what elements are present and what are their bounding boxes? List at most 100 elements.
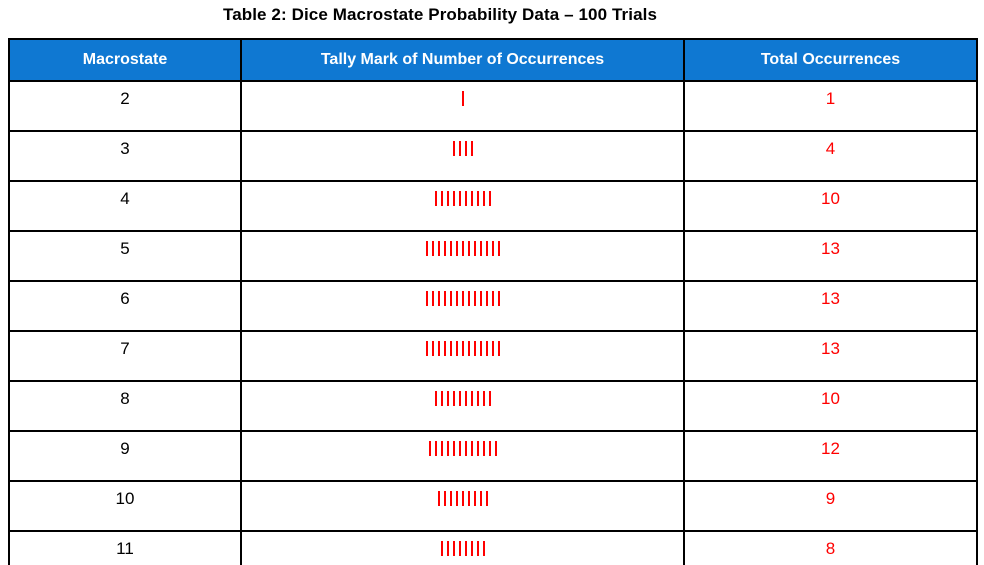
tally-mark-icon [437,341,440,356]
tally-mark-icon [437,241,440,256]
total-occurrences-value: 12 [683,430,978,482]
macrostate-value: 8 [8,380,242,432]
header-total: Total Occurrences [683,38,978,82]
table-row: 10 9 [8,480,978,532]
tally-mark-icon [440,441,443,456]
tally-marks [425,291,500,306]
tally-mark-icon [449,291,452,306]
tally-mark-icon [491,341,494,356]
tally-cell [240,330,685,382]
total-occurrences-value: 13 [683,330,978,382]
macrostate-value: 10 [8,480,242,532]
tally-mark-icon [488,391,491,406]
table-row: 4 10 [8,180,978,232]
tally-mark-icon [452,391,455,406]
macrostate-value: 11 [8,530,242,565]
table-body: 2134410513613713810912109118127 [8,80,978,565]
tally-mark-icon [470,141,473,156]
total-occurrences-value: 13 [683,230,978,282]
tally-mark-icon [431,241,434,256]
tally-mark-icon [431,291,434,306]
table-row: 7 13 [8,330,978,382]
tally-mark-icon [452,441,455,456]
tally-mark-icon [494,441,497,456]
header-macrostate: Macrostate [8,38,242,82]
tally-mark-icon [464,541,467,556]
tally-mark-icon [467,241,470,256]
tally-marks [461,91,464,106]
tally-marks [425,341,500,356]
header-tally: Tally Mark of Number of Occurrences [240,38,685,82]
tally-mark-icon [443,341,446,356]
tally-mark-icon [476,391,479,406]
tally-cell [240,130,685,182]
macrostate-value: 3 [8,130,242,182]
total-occurrences-value: 10 [683,380,978,432]
tally-mark-icon [470,391,473,406]
tally-mark-icon [455,341,458,356]
tally-mark-icon [479,291,482,306]
tally-mark-icon [497,341,500,356]
tally-cell [240,80,685,132]
tally-mark-icon [455,241,458,256]
tally-cell [240,380,685,432]
tally-mark-icon [458,191,461,206]
tally-mark-icon [479,491,482,506]
tally-marks [437,491,488,506]
tally-mark-icon [461,91,464,106]
tally-mark-icon [446,391,449,406]
tally-mark-icon [425,341,428,356]
tally-mark-icon [455,291,458,306]
tally-mark-icon [443,291,446,306]
tally-mark-icon [467,291,470,306]
tally-marks [425,241,500,256]
tally-mark-icon [455,491,458,506]
tally-mark-icon [491,291,494,306]
tally-mark-icon [434,391,437,406]
tally-cell [240,230,685,282]
tally-mark-icon [458,541,461,556]
tally-mark-icon [437,491,440,506]
tally-mark-icon [464,391,467,406]
tally-mark-icon [431,341,434,356]
tally-mark-icon [458,141,461,156]
tally-mark-icon [470,191,473,206]
tally-mark-icon [458,391,461,406]
tally-mark-icon [497,291,500,306]
tally-marks [452,141,473,156]
tally-cell [240,180,685,232]
tally-cell [240,530,685,565]
tally-mark-icon [449,341,452,356]
dice-macrostate-table: Macrostate Tally Mark of Number of Occur… [8,38,978,565]
tally-mark-icon [428,441,431,456]
table-row: 8 10 [8,380,978,432]
tally-mark-icon [434,191,437,206]
tally-mark-icon [479,341,482,356]
macrostate-value: 2 [8,80,242,132]
tally-mark-icon [476,541,479,556]
table-row: 5 13 [8,230,978,282]
tally-mark-icon [473,491,476,506]
tally-mark-icon [452,191,455,206]
tally-mark-icon [467,491,470,506]
macrostate-value: 7 [8,330,242,382]
tally-mark-icon [479,241,482,256]
tally-mark-icon [449,241,452,256]
macrostate-value: 6 [8,280,242,332]
tally-mark-icon [461,341,464,356]
tally-mark-icon [473,291,476,306]
tally-mark-icon [464,441,467,456]
tally-mark-icon [482,191,485,206]
tally-mark-icon [452,141,455,156]
tally-mark-icon [443,241,446,256]
tally-mark-icon [497,241,500,256]
tally-mark-icon [482,541,485,556]
tally-mark-icon [473,241,476,256]
tally-cell [240,480,685,532]
tally-mark-icon [488,441,491,456]
tally-mark-icon [425,241,428,256]
tally-mark-icon [482,441,485,456]
tally-mark-icon [461,241,464,256]
